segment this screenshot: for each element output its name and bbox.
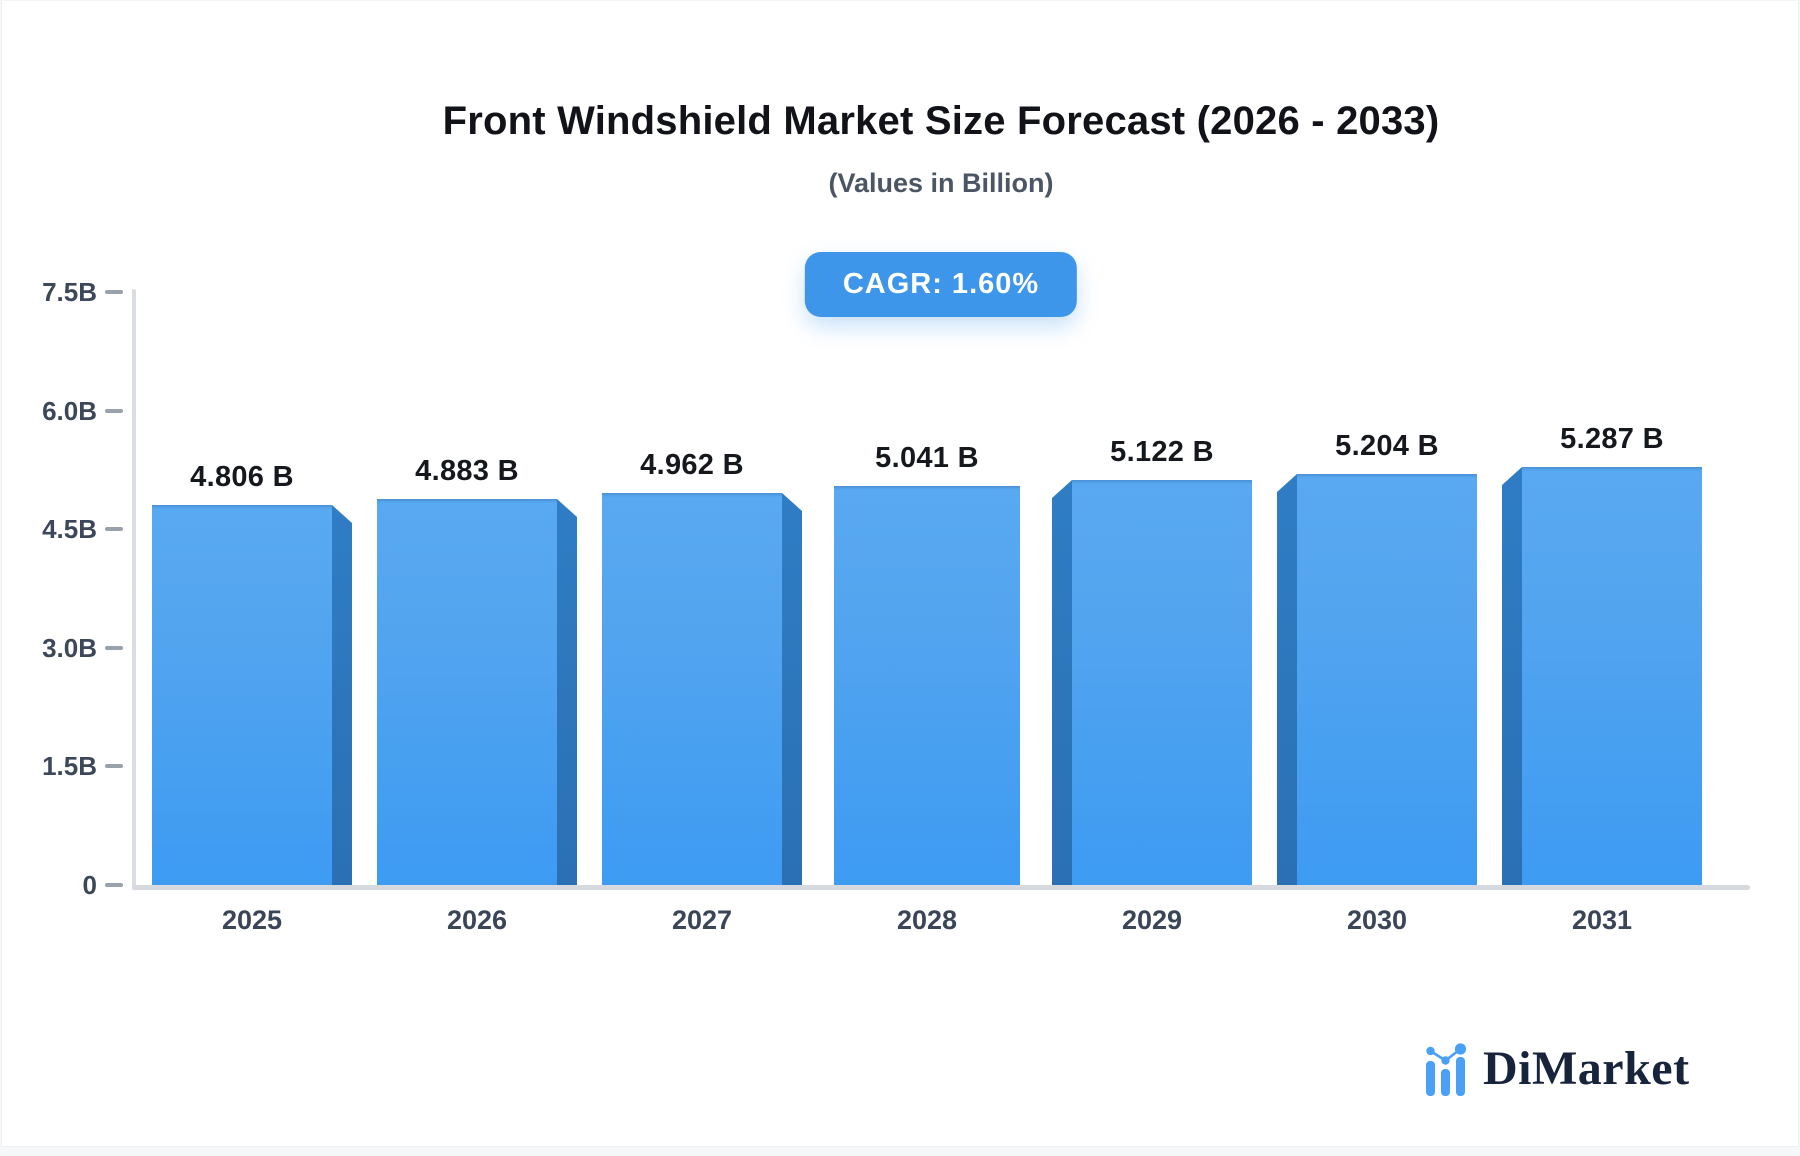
brand-logo-text: DiMarket: [1483, 1042, 1690, 1095]
y-axis-label: 7.5B: [42, 277, 97, 307]
y-axis-tick: [105, 764, 123, 769]
bar-value-label: 5.041 B: [875, 442, 979, 474]
bar-2025: [152, 505, 332, 885]
x-axis-label: 2027: [671, 905, 733, 935]
bar-value-label: 4.883 B: [415, 455, 519, 487]
y-axis-label: 0: [82, 870, 97, 900]
bar-value-label: 4.806 B: [190, 461, 294, 493]
y-axis-tick: [105, 408, 123, 413]
cagr-badge: CAGR: 1.60%: [804, 252, 1078, 317]
bar-2026: [377, 499, 557, 885]
bar-2028: [834, 486, 1020, 885]
x-axis-label: 2028: [896, 905, 958, 935]
y-axis-tick: [105, 527, 123, 532]
bar-2031: [1522, 467, 1702, 885]
bar-2027: [602, 493, 782, 885]
bar-value-label: 5.122 B: [1110, 436, 1214, 468]
bar-side-face: [332, 505, 352, 885]
x-axis-label: 2029: [1121, 905, 1183, 935]
bar-value-label: 4.962 B: [640, 449, 744, 481]
y-axis-tick: [105, 290, 123, 294]
bar-side-face: [782, 493, 802, 885]
x-axis-label: 2031: [1571, 905, 1633, 935]
y-axis-label: 4.5B: [42, 514, 97, 545]
bar-2029: [1072, 480, 1252, 885]
bar-side-face: [1052, 480, 1072, 885]
brand-logo: DiMarket: [1424, 1041, 1690, 1096]
bar-side-face: [557, 499, 577, 885]
bar-side-face: [1502, 467, 1522, 885]
bar-side-face: [1277, 474, 1297, 885]
y-axis-tick: [105, 883, 123, 887]
y-axis-line: [132, 289, 136, 890]
bar-value-label: 5.204 B: [1335, 430, 1439, 462]
x-axis-label: 2030: [1346, 905, 1408, 935]
page-subtitle: (Values in Billion): [828, 168, 1054, 198]
x-axis-line: [132, 885, 1750, 890]
bar-value-label: 5.287 B: [1560, 423, 1664, 455]
y-axis-label: 3.0B: [42, 632, 97, 663]
y-axis-label: 1.5B: [42, 751, 97, 782]
x-axis-label: 2026: [446, 905, 508, 935]
chart-header: Front Windshield Market Size Forecast (2…: [132, 1, 1750, 331]
bar-chart-with-trend-dots-icon: [1426, 1042, 1467, 1096]
y-axis-tick: [105, 645, 123, 650]
page-title: Front Windshield Market Size Forecast (2…: [442, 99, 1440, 143]
bar-2030: [1297, 474, 1477, 885]
y-axis-label: 6.0B: [42, 395, 97, 426]
x-axis-label: 2025: [221, 905, 283, 935]
